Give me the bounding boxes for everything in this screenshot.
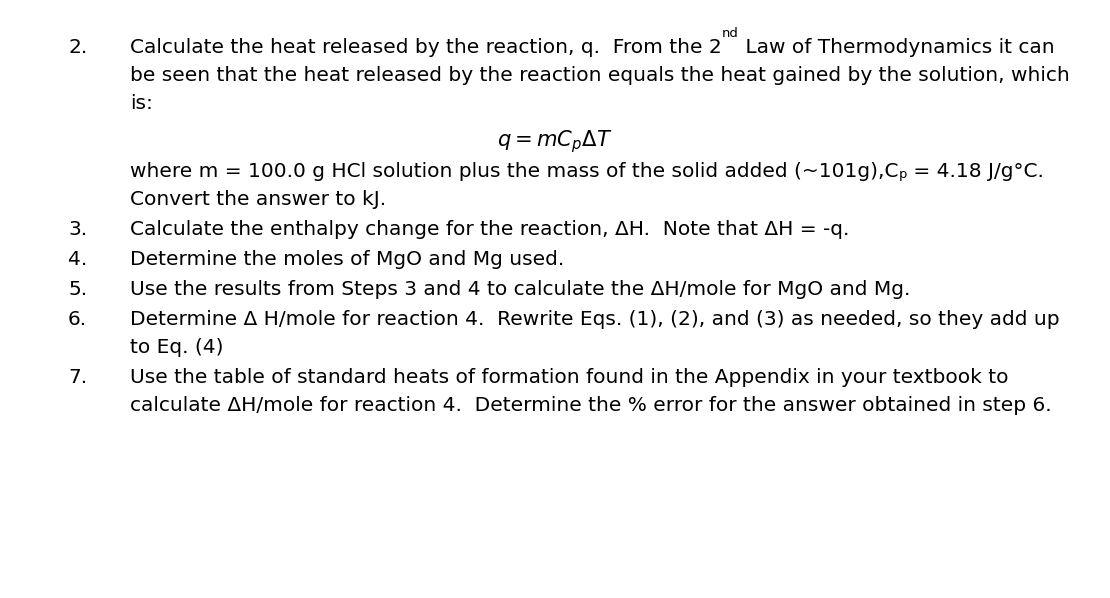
Text: 5.: 5. <box>68 280 87 299</box>
Text: p: p <box>898 168 907 181</box>
Text: 6.: 6. <box>68 310 87 329</box>
Text: Determine the moles of MgO and Mg used.: Determine the moles of MgO and Mg used. <box>130 250 564 269</box>
Text: Convert the answer to kJ.: Convert the answer to kJ. <box>130 190 386 209</box>
Text: 7.: 7. <box>68 368 87 387</box>
Text: is:: is: <box>130 94 153 113</box>
Text: Determine Δ H/mole for reaction 4.  Rewrite Eqs. (1), (2), and (3) as needed, so: Determine Δ H/mole for reaction 4. Rewri… <box>130 310 1060 329</box>
Text: nd: nd <box>722 28 738 40</box>
Text: Calculate the heat released by the reaction, q.  From the 2: Calculate the heat released by the react… <box>130 38 722 57</box>
Text: to Eq. (4): to Eq. (4) <box>130 338 223 357</box>
Text: Use the table of standard heats of formation found in the Appendix in your textb: Use the table of standard heats of forma… <box>130 368 1009 387</box>
Text: be seen that the heat released by the reaction equals the heat gained by the sol: be seen that the heat released by the re… <box>130 66 1070 85</box>
Text: calculate ΔH/mole for reaction 4.  Determine the % error for the answer obtained: calculate ΔH/mole for reaction 4. Determ… <box>130 396 1051 415</box>
Text: = 4.18 J/g°C.: = 4.18 J/g°C. <box>907 162 1043 181</box>
Text: 3.: 3. <box>68 220 87 239</box>
Text: Use the results from Steps 3 and 4 to calculate the ΔH/mole for MgO and Mg.: Use the results from Steps 3 and 4 to ca… <box>130 280 910 299</box>
Text: $q = mC_p \Delta T$: $q = mC_p \Delta T$ <box>497 128 613 155</box>
Text: 4.: 4. <box>68 250 88 269</box>
Text: Calculate the enthalpy change for the reaction, ΔH.  Note that ΔH = -q.: Calculate the enthalpy change for the re… <box>130 220 849 239</box>
Text: where m = 100.0 g HCl solution plus the mass of the solid added (~101g),C: where m = 100.0 g HCl solution plus the … <box>130 162 898 181</box>
Text: Law of Thermodynamics it can: Law of Thermodynamics it can <box>738 38 1054 57</box>
Text: 2.: 2. <box>68 38 88 57</box>
